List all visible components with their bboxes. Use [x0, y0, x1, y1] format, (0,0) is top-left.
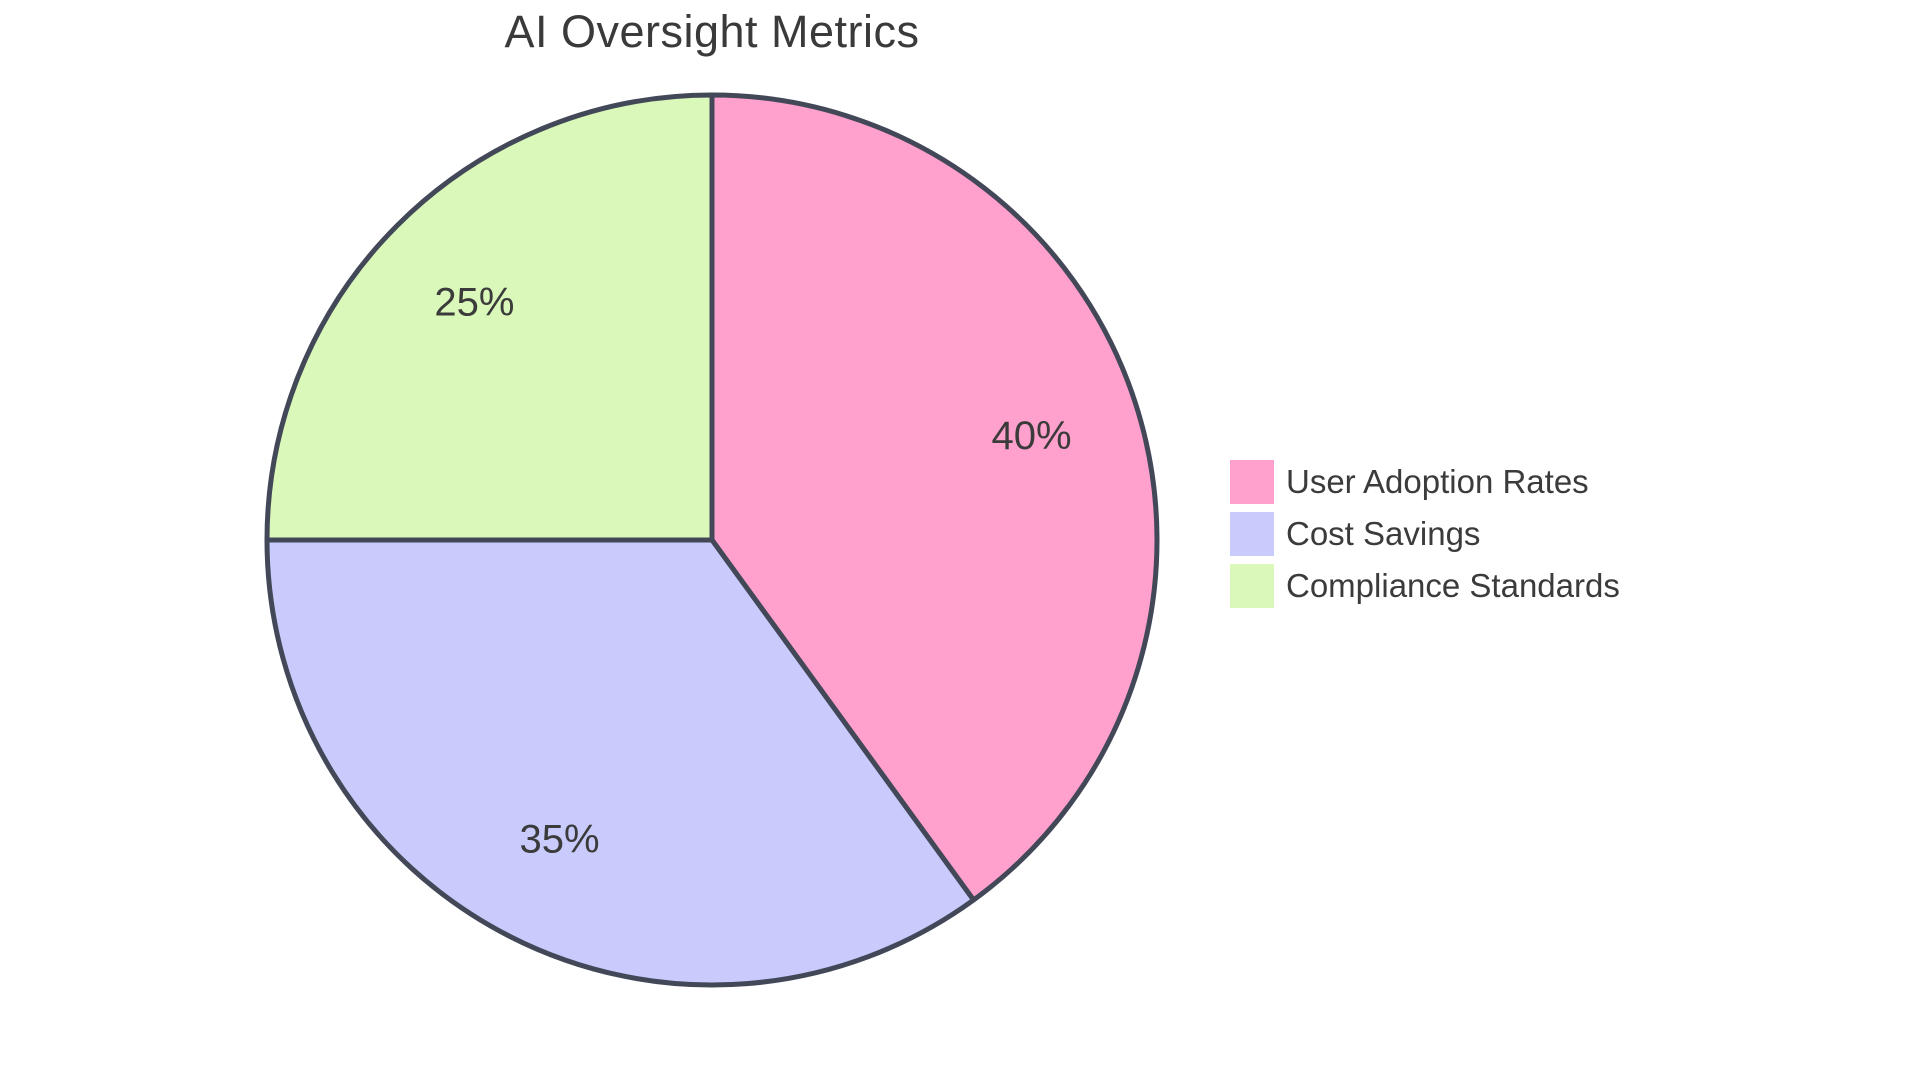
slice-percent-label-compliance-standards: 25%	[434, 280, 514, 324]
legend-label: Compliance Standards	[1286, 567, 1620, 604]
pie-slice-user-adoption-rates	[709, 92, 1160, 903]
legend-label: User Adoption Rates	[1286, 463, 1589, 500]
legend-label: Cost Savings	[1286, 515, 1481, 552]
legend-swatch-user-adoption-rates	[1230, 460, 1274, 504]
slice-percent-label-cost-savings: 35%	[519, 817, 599, 861]
chart-legend: User Adoption Rates Cost Savings Complia…	[1230, 460, 1620, 608]
legend-swatch-cost-savings	[1230, 512, 1274, 556]
chart-title: AI Oversight Metrics	[504, 6, 920, 57]
slice-percent-label-user-adoption-rates: 40%	[991, 414, 1071, 458]
pie-slice-compliance-standards	[264, 92, 715, 543]
legend-item-user-adoption-rates: User Adoption Rates	[1230, 460, 1620, 504]
pie-slice-cost-savings	[264, 537, 977, 988]
legend-item-compliance-standards: Compliance Standards	[1230, 564, 1620, 608]
legend-swatch-compliance-standards	[1230, 564, 1274, 608]
legend-item-cost-savings: Cost Savings	[1230, 512, 1620, 556]
